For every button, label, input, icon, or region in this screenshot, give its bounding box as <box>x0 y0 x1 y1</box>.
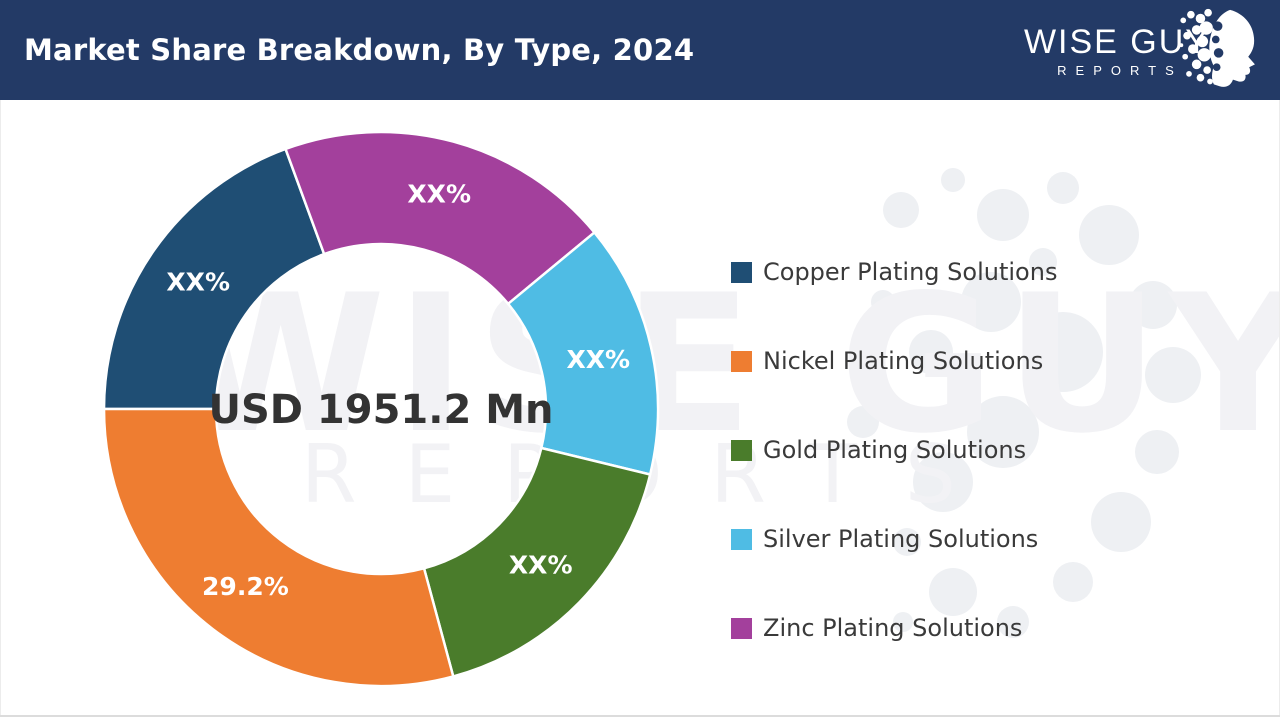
legend-swatch-zinc-plating-solutions <box>731 617 752 639</box>
legend-swatch-silver-plating-solutions <box>731 528 752 550</box>
legend-label-zinc-plating-solutions: Zinc Plating Solutions <box>763 614 1023 642</box>
donut-center-value: USD 1951.2 Mn <box>209 387 554 433</box>
segment-value-label-copper-plating-solutions: XX% <box>166 267 230 296</box>
wiseguy-logo-text: WISE GUY REPORTS <box>1024 23 1210 78</box>
legend-item-copper-plating-solutions: Copper Plating Solutions <box>731 258 1057 286</box>
page-title: Market Share Breakdown, By Type, 2024 <box>24 33 695 67</box>
donut-segment-nickel-plating-solutions <box>102 407 455 688</box>
segment-value-label-silver-plating-solutions: XX% <box>566 345 630 374</box>
header: Market Share Breakdown, By Type, 2024 WI… <box>0 0 1280 100</box>
legend-swatch-gold-plating-solutions <box>731 439 752 461</box>
legend: Copper Plating Solutions Nickel Plating S… <box>731 258 1057 703</box>
donut-segment-zinc-plating-solutions <box>284 130 596 306</box>
segment-value-label-zinc-plating-solutions: XX% <box>407 180 471 209</box>
legend-item-zinc-plating-solutions: Zinc Plating Solutions <box>731 614 1057 642</box>
chart-area: WISE GUY REPORTS XX% XX% XX% XX% 29.2% USD 19… <box>0 100 1280 717</box>
legend-swatch-copper-plating-solutions <box>731 261 752 283</box>
wiseguy-logo: WISE GUY REPORTS <box>1024 8 1268 92</box>
logo-subtitle: REPORTS <box>1057 62 1183 78</box>
segment-value-label-nickel-plating-solutions: 29.2% <box>202 572 289 601</box>
segment-value-label-gold-plating-solutions: XX% <box>509 551 573 580</box>
legend-item-gold-plating-solutions: Gold Plating Solutions <box>731 436 1057 464</box>
donut-segment-copper-plating-solutions <box>102 147 326 411</box>
legend-label-copper-plating-solutions: Copper Plating Solutions <box>763 258 1058 286</box>
wiseguy-face-icon <box>1179 8 1255 87</box>
legend-label-nickel-plating-solutions: Nickel Plating Solutions <box>763 347 1044 375</box>
legend-label-gold-plating-solutions: Gold Plating Solutions <box>763 436 1027 464</box>
donut-chart: XX% XX% XX% XX% 29.2% USD 1951.2 Mn <box>102 130 660 688</box>
legend-label-silver-plating-solutions: Silver Plating Solutions <box>763 525 1039 553</box>
bottom-divider <box>0 715 1280 717</box>
legend-item-silver-plating-solutions: Silver Plating Solutions <box>731 525 1057 553</box>
legend-swatch-nickel-plating-solutions <box>731 350 752 372</box>
legend-item-nickel-plating-solutions: Nickel Plating Solutions <box>731 347 1057 375</box>
logo-wordmark: WISE GUY <box>1023 22 1210 61</box>
donut-segment-gold-plating-solutions <box>422 446 652 678</box>
